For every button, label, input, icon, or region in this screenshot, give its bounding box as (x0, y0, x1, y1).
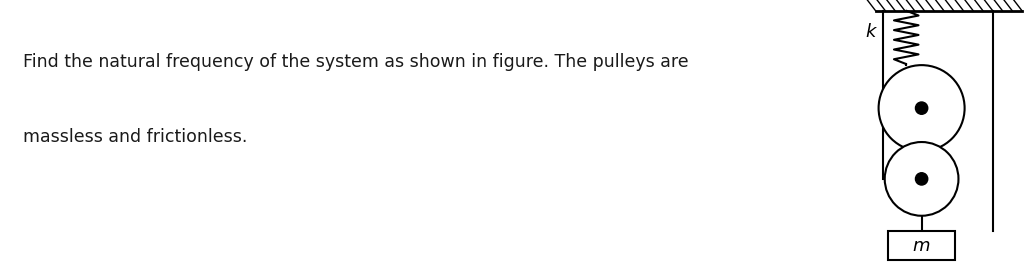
Ellipse shape (879, 65, 965, 151)
Text: m: m (912, 237, 931, 255)
Ellipse shape (885, 142, 958, 216)
Ellipse shape (915, 173, 928, 185)
Text: massless and frictionless.: massless and frictionless. (23, 128, 247, 146)
Ellipse shape (915, 102, 928, 114)
Bar (889, 231, 955, 260)
Text: k: k (865, 23, 876, 41)
Text: Find the natural frequency of the system as shown in figure. The pulleys are: Find the natural frequency of the system… (23, 53, 688, 71)
